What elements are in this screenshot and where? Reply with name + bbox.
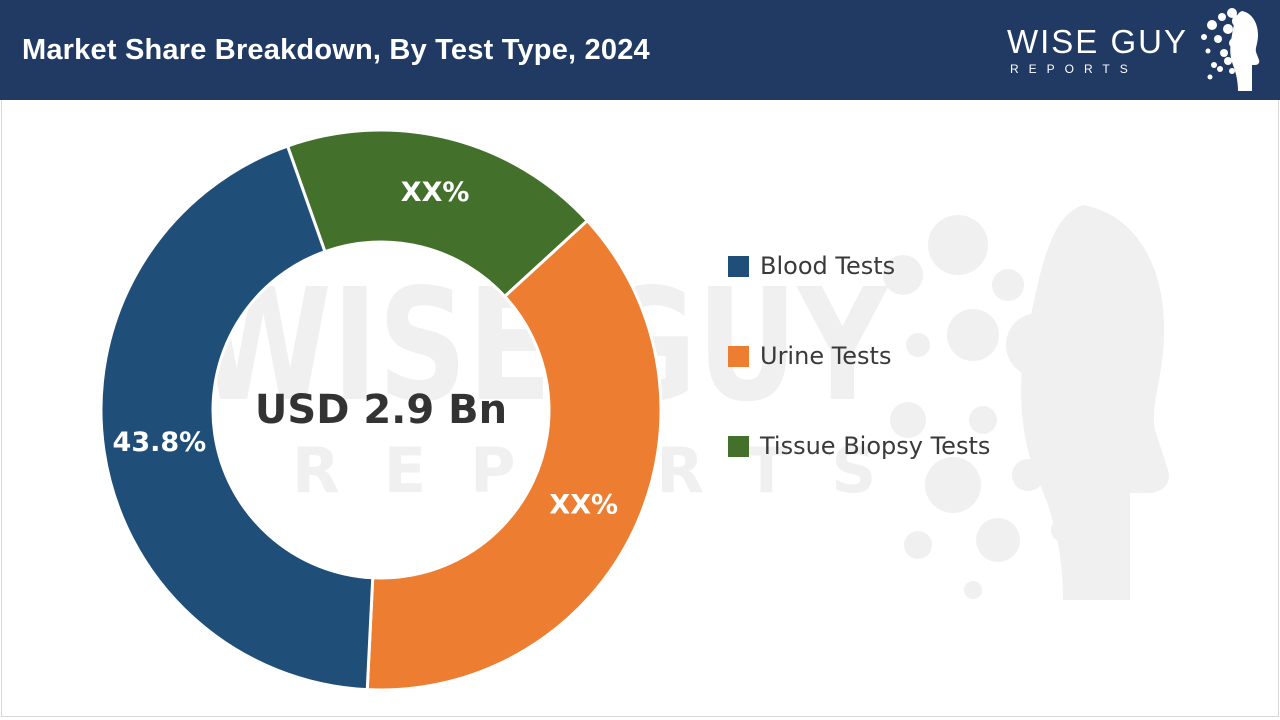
brand-logo: WISE GUY REPORTS <box>1007 7 1260 93</box>
legend-item-urine-tests: Urine Tests <box>728 342 990 370</box>
legend-label-tissue-biopsy-tests: Tissue Biopsy Tests <box>760 432 991 460</box>
legend-label-blood-tests: Blood Tests <box>760 252 896 280</box>
legend-item-tissue-biopsy-tests: Tissue Biopsy Tests <box>728 432 990 460</box>
page-title: Market Share Breakdown, By Test Type, 20… <box>22 33 650 66</box>
slice-label-urine-tests: XX% <box>549 490 618 521</box>
slice-label-tissue-biopsy-tests: XX% <box>401 177 470 208</box>
donut-slice-tissue-biopsy-tests <box>285 128 590 299</box>
legend-swatch-urine-tests <box>728 345 749 367</box>
brand-reports-label: REPORTS <box>1009 61 1138 76</box>
donut-slice-blood-tests <box>99 144 375 692</box>
watermark-face-icon <box>883 205 1169 600</box>
legend-label-urine-tests: Urine Tests <box>760 342 892 370</box>
slice-label-blood-tests: 43.8% <box>113 427 207 458</box>
center-value-label: USD 2.9 Bn <box>255 387 507 433</box>
brand-name: WISE GUY <box>1006 22 1188 60</box>
header-bar: Market Share Breakdown, By Test Type, 20… <box>0 0 1280 100</box>
legend-item-blood-tests: Blood Tests <box>728 252 990 280</box>
legend-swatch-tissue-biopsy-tests <box>728 435 749 457</box>
brand-wordmark: WISE GUY REPORTS <box>1007 25 1188 76</box>
legend-swatch-blood-tests <box>728 255 749 277</box>
chart-legend: Blood Tests Urine Tests Tissue Biopsy Test… <box>728 252 990 522</box>
donut-chart: USD 2.9 Bn 43.8% XX% XX% <box>99 128 663 692</box>
donut-slice-urine-tests <box>365 218 663 692</box>
brand-face-icon <box>1201 8 1260 91</box>
